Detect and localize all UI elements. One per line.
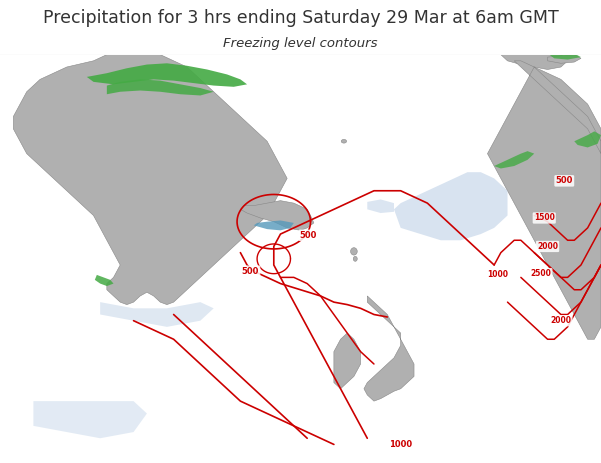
Polygon shape [254,220,294,231]
Text: 500: 500 [555,176,573,185]
Polygon shape [487,61,601,339]
Polygon shape [364,296,414,401]
Polygon shape [501,51,567,69]
Polygon shape [95,275,114,286]
Polygon shape [548,55,581,63]
Polygon shape [334,333,361,389]
Polygon shape [240,200,314,231]
Polygon shape [394,172,507,240]
Text: 1000: 1000 [389,440,412,449]
Polygon shape [575,131,601,147]
Text: 500: 500 [300,231,317,240]
Text: Precipitation for 3 hrs ending Saturday 29 Mar at 6am GMT: Precipitation for 3 hrs ending Saturday … [43,9,558,27]
Polygon shape [341,139,347,143]
Text: 2500: 2500 [531,269,551,278]
Text: 2000: 2000 [537,242,558,251]
Text: 500: 500 [555,176,573,185]
Text: 1000: 1000 [487,270,508,279]
Text: 2500: 2500 [531,269,551,278]
Polygon shape [34,401,147,438]
Polygon shape [13,51,287,305]
Text: Freezing level contours: Freezing level contours [223,37,378,50]
Polygon shape [494,151,534,169]
Text: 500: 500 [242,267,259,275]
Text: 1000: 1000 [487,270,508,279]
Polygon shape [350,248,357,255]
Text: 2000: 2000 [537,242,558,251]
Text: 500: 500 [300,231,317,240]
Text: 1000: 1000 [389,440,412,449]
Polygon shape [100,302,214,327]
Polygon shape [107,79,214,95]
Text: 1500: 1500 [534,213,555,223]
Polygon shape [87,63,247,87]
Text: 500: 500 [242,267,259,275]
Polygon shape [367,200,394,213]
Polygon shape [353,257,357,261]
Text: 2000: 2000 [551,316,572,325]
Polygon shape [548,52,581,60]
Text: 2000: 2000 [551,316,572,325]
Text: 1500: 1500 [534,213,555,223]
